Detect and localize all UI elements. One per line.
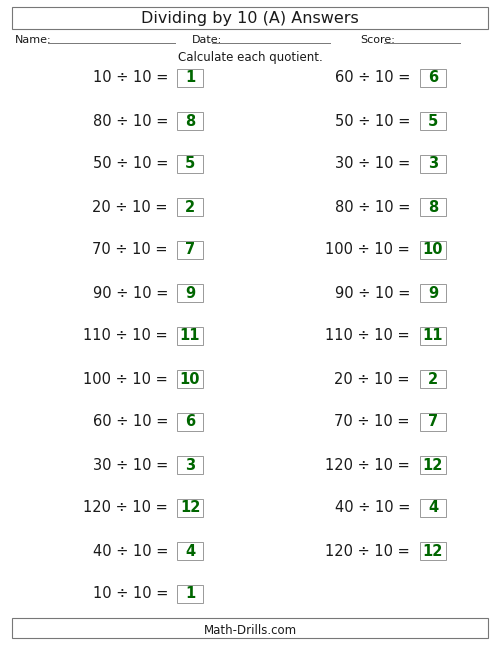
- FancyBboxPatch shape: [12, 618, 488, 638]
- Text: 30 ÷ 10 =: 30 ÷ 10 =: [335, 157, 410, 171]
- FancyBboxPatch shape: [177, 585, 203, 603]
- FancyBboxPatch shape: [177, 456, 203, 474]
- FancyBboxPatch shape: [177, 542, 203, 560]
- Text: 20 ÷ 10 =: 20 ÷ 10 =: [334, 371, 410, 386]
- Text: 3: 3: [185, 457, 195, 472]
- Text: 100 ÷ 10 =: 100 ÷ 10 =: [83, 371, 168, 386]
- Text: 7: 7: [185, 243, 195, 258]
- Text: 1: 1: [185, 71, 195, 85]
- Text: 100 ÷ 10 =: 100 ÷ 10 =: [325, 243, 410, 258]
- Text: 50 ÷ 10 =: 50 ÷ 10 =: [334, 113, 410, 129]
- FancyBboxPatch shape: [420, 370, 446, 388]
- Text: 80 ÷ 10 =: 80 ÷ 10 =: [334, 199, 410, 215]
- Text: Score:: Score:: [360, 35, 395, 45]
- Text: 2: 2: [428, 371, 438, 386]
- Text: 110 ÷ 10 =: 110 ÷ 10 =: [326, 329, 410, 344]
- FancyBboxPatch shape: [177, 112, 203, 130]
- Text: 8: 8: [428, 199, 438, 215]
- Text: 50 ÷ 10 =: 50 ÷ 10 =: [92, 157, 168, 171]
- Text: 20 ÷ 10 =: 20 ÷ 10 =: [92, 199, 168, 215]
- FancyBboxPatch shape: [177, 198, 203, 216]
- Text: 10 ÷ 10 =: 10 ÷ 10 =: [92, 586, 168, 602]
- FancyBboxPatch shape: [177, 413, 203, 431]
- Text: 120 ÷ 10 =: 120 ÷ 10 =: [325, 543, 410, 558]
- Text: 40 ÷ 10 =: 40 ÷ 10 =: [92, 543, 168, 558]
- Text: Date:: Date:: [192, 35, 222, 45]
- Text: 80 ÷ 10 =: 80 ÷ 10 =: [92, 113, 168, 129]
- FancyBboxPatch shape: [420, 542, 446, 560]
- FancyBboxPatch shape: [420, 198, 446, 216]
- Text: 110 ÷ 10 =: 110 ÷ 10 =: [84, 329, 168, 344]
- Text: 5: 5: [185, 157, 195, 171]
- Text: 70 ÷ 10 =: 70 ÷ 10 =: [334, 415, 410, 430]
- Text: 9: 9: [185, 285, 195, 300]
- Text: 2: 2: [185, 199, 195, 215]
- Text: 8: 8: [185, 113, 195, 129]
- Text: Dividing by 10 (A) Answers: Dividing by 10 (A) Answers: [141, 10, 359, 25]
- Text: 9: 9: [428, 285, 438, 300]
- Text: 10: 10: [180, 371, 200, 386]
- FancyBboxPatch shape: [177, 241, 203, 259]
- Text: Calculate each quotient.: Calculate each quotient.: [178, 50, 322, 63]
- Text: 3: 3: [428, 157, 438, 171]
- Text: 1: 1: [185, 586, 195, 602]
- Text: 12: 12: [180, 501, 200, 516]
- FancyBboxPatch shape: [420, 69, 446, 87]
- FancyBboxPatch shape: [420, 155, 446, 173]
- FancyBboxPatch shape: [177, 499, 203, 517]
- FancyBboxPatch shape: [420, 413, 446, 431]
- Text: 11: 11: [180, 329, 200, 344]
- Text: 30 ÷ 10 =: 30 ÷ 10 =: [93, 457, 168, 472]
- FancyBboxPatch shape: [177, 284, 203, 302]
- FancyBboxPatch shape: [420, 327, 446, 345]
- Text: 90 ÷ 10 =: 90 ÷ 10 =: [92, 285, 168, 300]
- Text: 90 ÷ 10 =: 90 ÷ 10 =: [334, 285, 410, 300]
- Text: 10: 10: [423, 243, 444, 258]
- FancyBboxPatch shape: [420, 499, 446, 517]
- Text: 10 ÷ 10 =: 10 ÷ 10 =: [92, 71, 168, 85]
- FancyBboxPatch shape: [12, 7, 488, 29]
- Text: 60 ÷ 10 =: 60 ÷ 10 =: [334, 71, 410, 85]
- Text: 5: 5: [428, 113, 438, 129]
- Text: Math-Drills.com: Math-Drills.com: [204, 624, 296, 637]
- FancyBboxPatch shape: [420, 456, 446, 474]
- FancyBboxPatch shape: [420, 112, 446, 130]
- Text: 12: 12: [423, 543, 443, 558]
- FancyBboxPatch shape: [177, 155, 203, 173]
- Text: 120 ÷ 10 =: 120 ÷ 10 =: [83, 501, 168, 516]
- FancyBboxPatch shape: [420, 241, 446, 259]
- Text: 4: 4: [185, 543, 195, 558]
- Text: 4: 4: [428, 501, 438, 516]
- Text: 11: 11: [423, 329, 444, 344]
- Text: 7: 7: [428, 415, 438, 430]
- FancyBboxPatch shape: [177, 327, 203, 345]
- FancyBboxPatch shape: [177, 69, 203, 87]
- Text: 60 ÷ 10 =: 60 ÷ 10 =: [92, 415, 168, 430]
- Text: 6: 6: [428, 71, 438, 85]
- Text: 70 ÷ 10 =: 70 ÷ 10 =: [92, 243, 168, 258]
- Text: 6: 6: [185, 415, 195, 430]
- Text: 120 ÷ 10 =: 120 ÷ 10 =: [325, 457, 410, 472]
- FancyBboxPatch shape: [177, 370, 203, 388]
- FancyBboxPatch shape: [420, 284, 446, 302]
- Text: 40 ÷ 10 =: 40 ÷ 10 =: [334, 501, 410, 516]
- Text: 12: 12: [423, 457, 443, 472]
- Text: Name:: Name:: [15, 35, 52, 45]
